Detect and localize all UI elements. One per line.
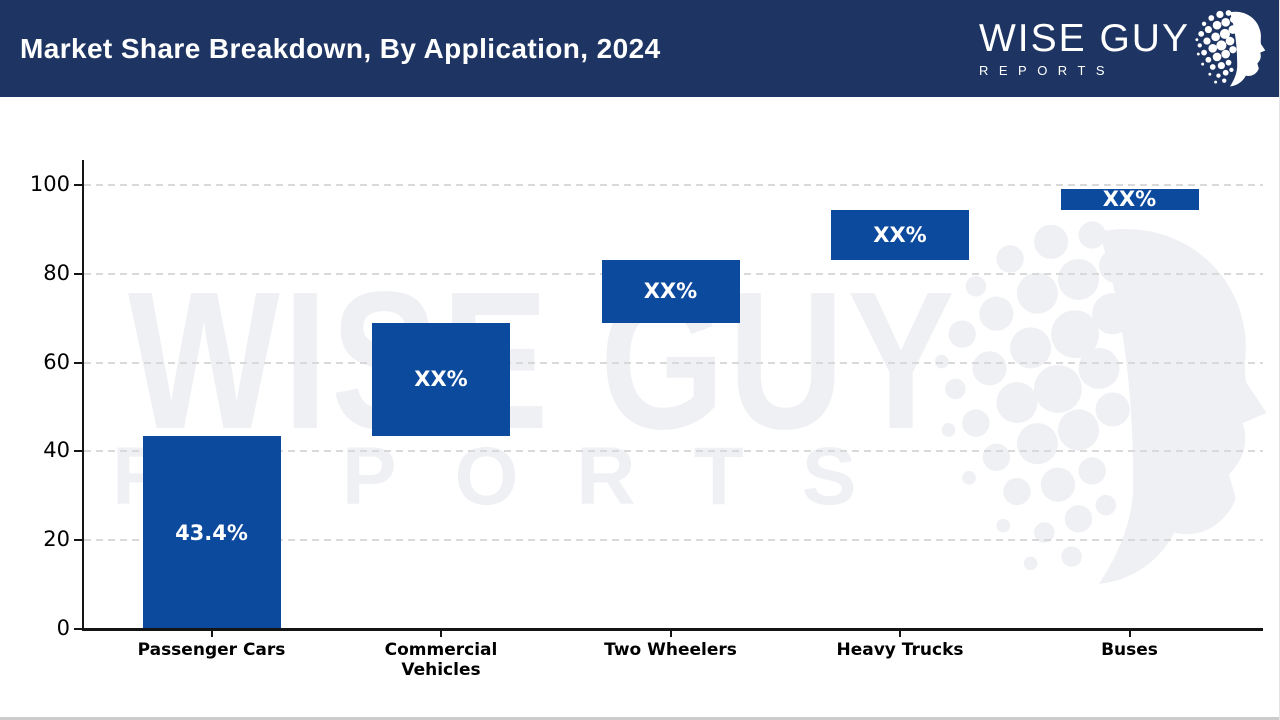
bar-two-wheelers: XX% (601, 260, 740, 323)
x-category-label: Two Wheelers (604, 640, 737, 660)
y-tick (74, 539, 82, 542)
bar-value-label: XX% (1102, 187, 1157, 212)
bar-commercial-vehicles: XX% (372, 322, 510, 437)
x-category-label: Commercial Vehicles (384, 640, 498, 680)
x-axis-spine (82, 628, 1263, 631)
y-tick-label: 100 (29, 172, 70, 196)
gridline (84, 184, 1263, 186)
logo-tagline: REPORTS (978, 63, 1116, 78)
y-tick (74, 272, 82, 275)
x-category-label: Passenger Cars (137, 640, 286, 660)
y-axis-spine (82, 160, 84, 631)
y-tick-label: 40 (43, 438, 70, 463)
logo-head-icon (1195, 9, 1266, 86)
y-tick (74, 628, 82, 630)
x-tick (899, 629, 901, 637)
x-tick (210, 629, 213, 637)
y-tick-label: 80 (43, 260, 70, 285)
y-tick (74, 450, 82, 453)
gridline (84, 450, 1263, 453)
bar-buses: XX% (1060, 187, 1199, 212)
y-tick-label: 20 (43, 527, 70, 552)
bar-heavy-trucks: XX% (831, 209, 969, 261)
x-tick (440, 629, 442, 637)
x-category-label: Buses (1101, 640, 1158, 660)
header: Market Share Breakdown, By Application, … (0, 0, 1279, 97)
bottom-edge-line (0, 717, 1279, 720)
watermark-wordmark: WISE GUY (128, 251, 958, 470)
y-tick-label: 0 (56, 616, 70, 640)
brand-logo: WISE GUY REPORTS (979, 9, 1266, 89)
y-tick (74, 184, 82, 186)
x-tick (1128, 629, 1131, 637)
page-title: Market Share Breakdown, By Application, … (20, 32, 661, 64)
y-tick-label: 60 (43, 349, 70, 374)
y-tick (74, 361, 82, 364)
plot-area: WISE GUY REPORTS 0 20 40 60 80 100 43.4% Passen… (0, 97, 1279, 717)
bar-passenger-cars: 43.4% (142, 436, 281, 629)
brand-logo-text: WISE GUY REPORTS (979, 19, 1190, 78)
x-category-label: Heavy Trucks (836, 640, 964, 660)
bar-value-label: XX% (414, 367, 468, 392)
gridline (84, 361, 1263, 364)
x-tick (669, 629, 672, 637)
bar-value-label: XX% (873, 222, 927, 247)
logo-wordmark: WISE GUY (978, 17, 1190, 60)
bar-value-label: 43.4% (175, 520, 248, 545)
gridline (84, 539, 1263, 542)
bar-value-label: XX% (643, 279, 698, 304)
